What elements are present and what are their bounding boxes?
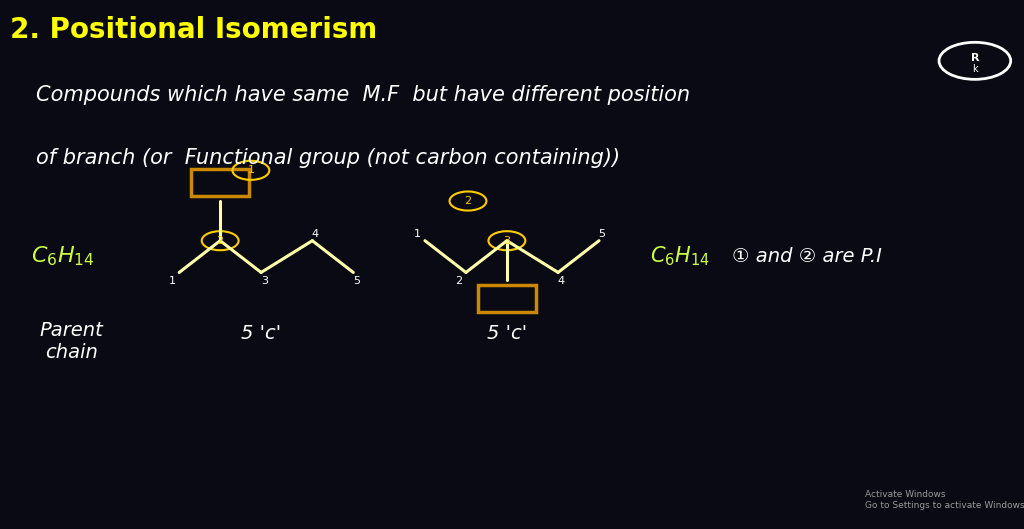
Text: 2: 2 [217, 236, 223, 245]
Text: 5 'c': 5 'c' [486, 324, 527, 343]
Text: 4: 4 [558, 277, 564, 286]
Text: 5 'c': 5 'c' [241, 324, 282, 343]
Text: 2: 2 [456, 277, 462, 286]
Text: Compounds which have same  M.F  but have different position: Compounds which have same M.F but have d… [36, 85, 690, 105]
Text: 1: 1 [169, 277, 175, 286]
Text: $C_6H_{14}$: $C_6H_{14}$ [650, 245, 710, 268]
Text: 3: 3 [261, 277, 267, 286]
Text: 4: 4 [312, 229, 318, 239]
Text: 2: 2 [465, 196, 471, 206]
Text: $C_6H_{14}$: $C_6H_{14}$ [31, 245, 94, 268]
Text: 3: 3 [504, 236, 510, 245]
Text: 1: 1 [415, 229, 421, 239]
Text: 5: 5 [353, 277, 359, 286]
Text: Activate Windows
Go to Settings to activate Windows.: Activate Windows Go to Settings to activ… [865, 490, 1024, 509]
Text: R: R [971, 53, 979, 63]
Text: Parent
chain: Parent chain [40, 321, 103, 362]
Text: k: k [972, 64, 978, 74]
Text: of branch (or  Functional group (not carbon containing)): of branch (or Functional group (not carb… [36, 148, 620, 168]
Text: ① and ② are P.I: ① and ② are P.I [732, 247, 882, 266]
Text: 1: 1 [248, 166, 254, 175]
Text: 2. Positional Isomerism: 2. Positional Isomerism [10, 16, 378, 44]
Text: 5: 5 [599, 229, 605, 239]
